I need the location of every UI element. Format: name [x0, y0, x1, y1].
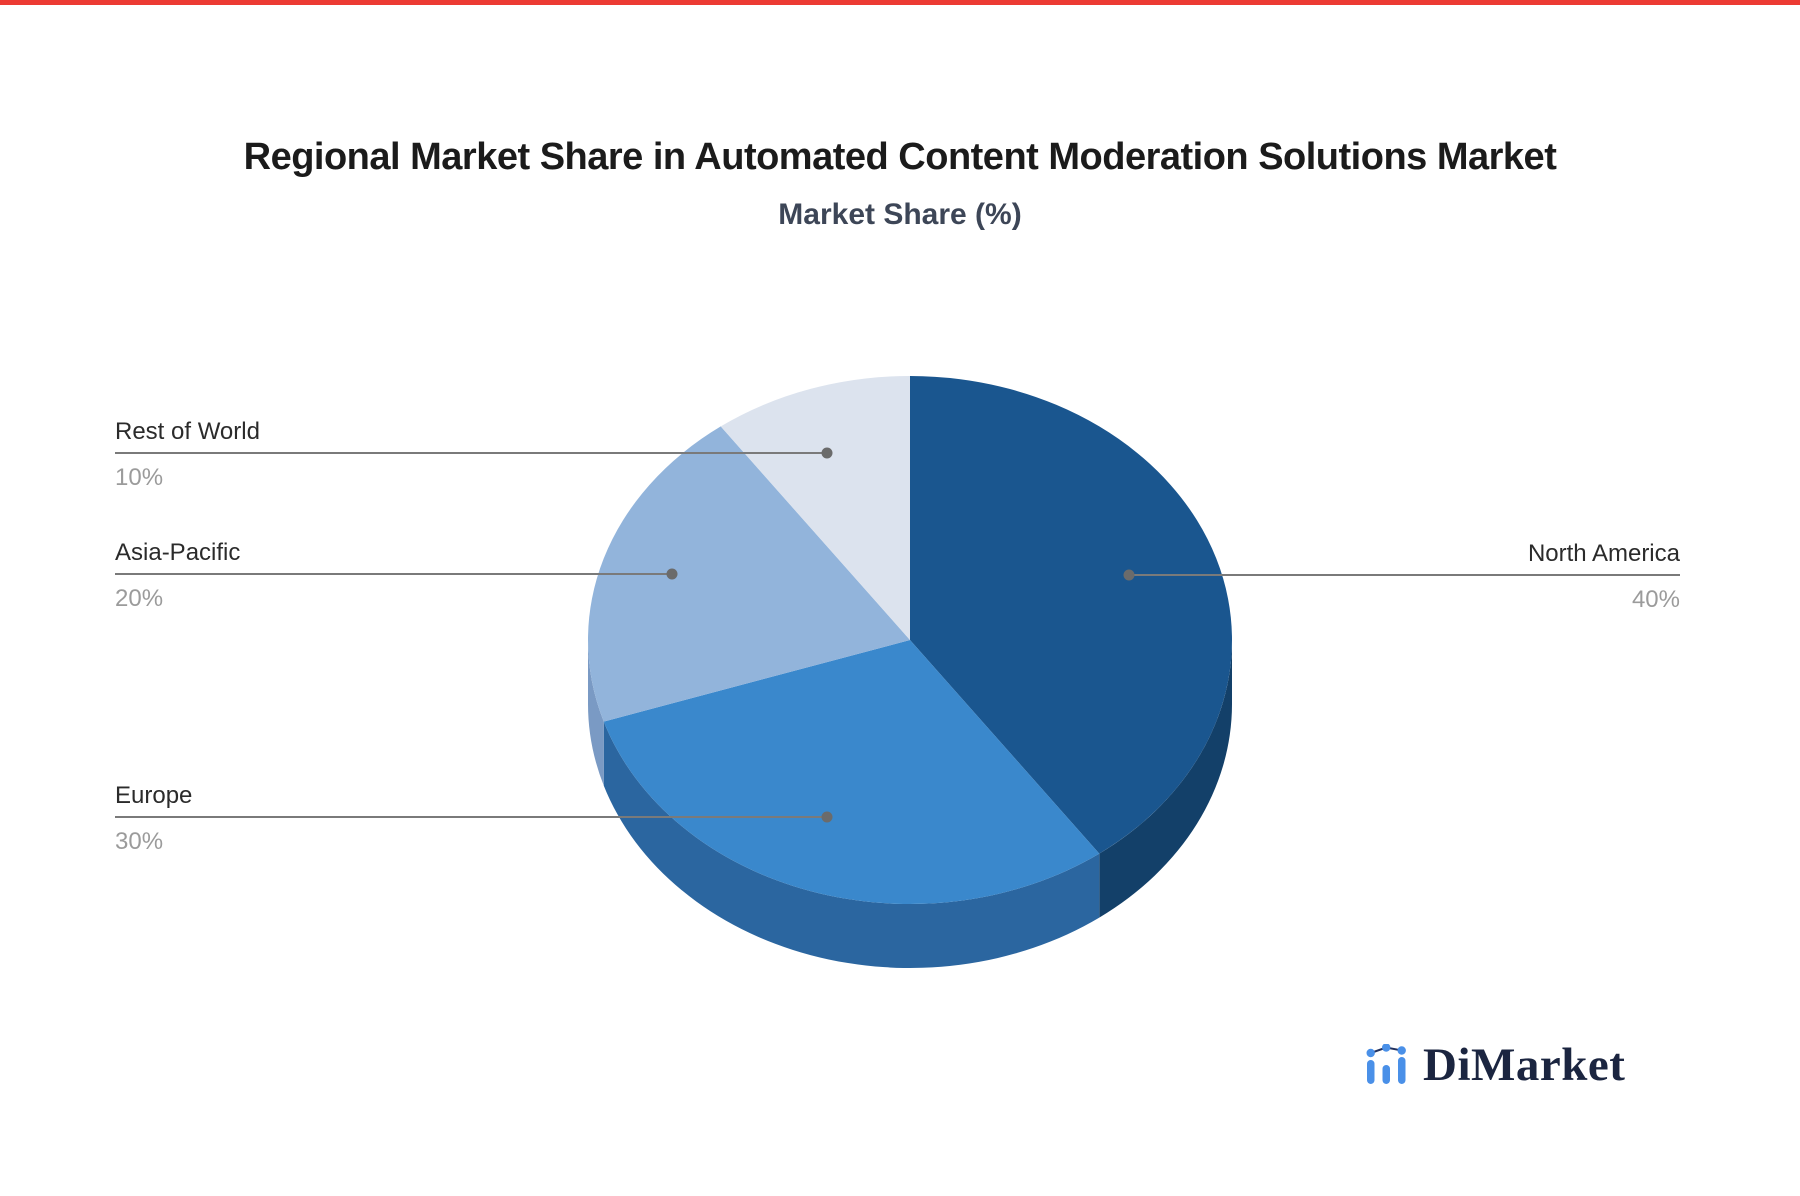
callout-label-europe: Europe — [115, 782, 193, 809]
callout-label-north-america: North America — [1527, 540, 1680, 567]
top-accent-bar — [0, 0, 1800, 5]
callout-label-asia-pacific: Asia-Pacific — [115, 539, 241, 566]
pie-slice-europe — [603, 640, 1100, 905]
pie-slice-asia-pacific — [588, 426, 910, 722]
pie-slice-side-asia-pacific — [588, 640, 604, 786]
callout-label-rest-of-world: Rest of World — [115, 418, 260, 445]
pie-slice-side-north-america — [1099, 640, 1232, 918]
callout-value-europe: 30% — [115, 828, 164, 855]
chart-subtitle: Market Share (%) — [778, 198, 1022, 231]
callout-dot-rest-of-world — [821, 447, 833, 459]
brand-logo-text: DiMarket — [1423, 1039, 1626, 1091]
callout-value-asia-pacific: 20% — [115, 585, 164, 612]
callout-value-rest-of-world: 10% — [115, 464, 164, 491]
pie-slice-north-america — [910, 376, 1232, 854]
chart-title: Regional Market Share in Automated Conte… — [243, 136, 1557, 178]
callout-dot-north-america — [1123, 569, 1135, 581]
callout-dot-asia-pacific — [666, 568, 678, 580]
callout-dot-europe — [821, 811, 833, 823]
pie-slice-side-europe — [603, 721, 1100, 968]
callout-value-north-america: 40% — [1631, 586, 1680, 613]
brand-logo: DiMarket — [1364, 1040, 1625, 1090]
pie-slice-rest-of-world — [720, 376, 910, 640]
bar-chart-trend-icon — [1366, 1044, 1406, 1084]
